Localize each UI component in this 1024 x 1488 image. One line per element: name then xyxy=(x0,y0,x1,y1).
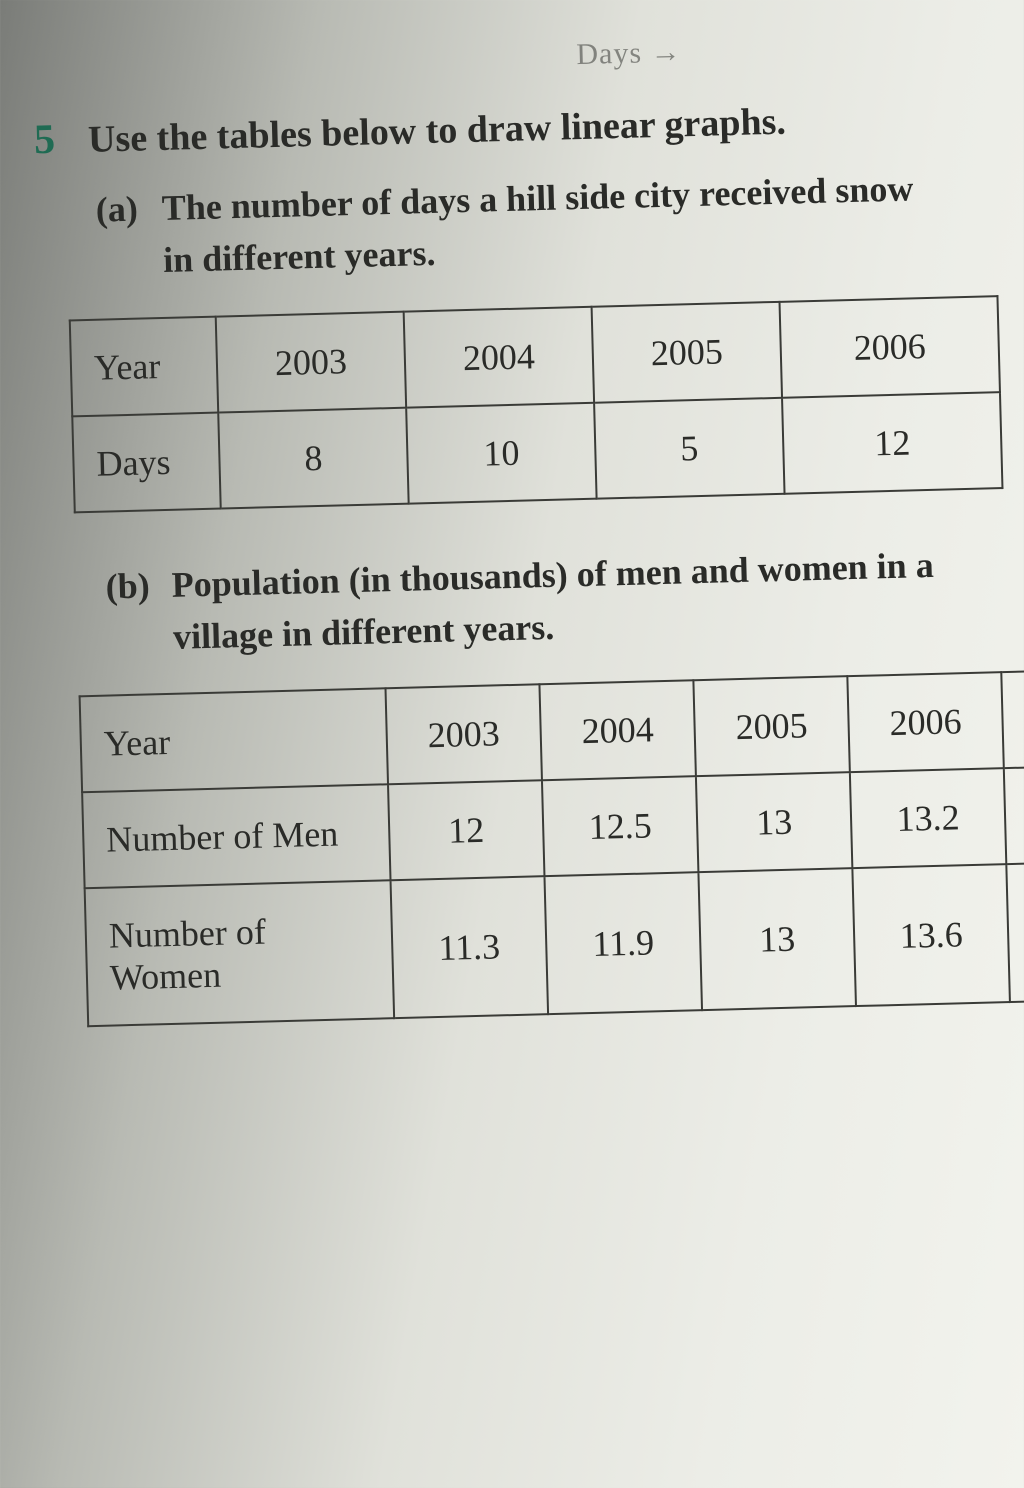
question-text: Use the tables below to draw linear grap… xyxy=(87,97,786,167)
cell: Year xyxy=(70,316,218,416)
cell: 13 xyxy=(696,772,852,872)
cell: 13.5 xyxy=(1004,764,1024,864)
cell: 2003 xyxy=(385,684,541,784)
part-a: (a) The number of days a hill side city … xyxy=(95,162,951,289)
cell: 2005 xyxy=(693,676,849,776)
part-b-text: Population (in thousands) of men and wom… xyxy=(171,538,961,663)
cell: Year xyxy=(80,688,388,792)
table-a: Year 2003 2004 2005 2006 Days 8 10 5 12 xyxy=(69,295,1004,513)
cell: 5 xyxy=(594,397,784,498)
table-b: Year 2003 2004 2005 2006 2007 Number of … xyxy=(79,667,1024,1027)
cell: 13.6 xyxy=(852,864,1010,1006)
part-b: (b) Population (in thousands) of men and… xyxy=(105,538,961,665)
cell: 10 xyxy=(406,402,596,503)
cell: 11.3 xyxy=(391,876,549,1018)
cell: 2006 xyxy=(847,672,1003,772)
part-b-label: (b) xyxy=(105,564,162,607)
question-line: 5 Use the tables below to draw linear gr… xyxy=(33,92,948,167)
part-a-text: The number of days a hill side city rece… xyxy=(161,162,951,287)
cell: 2007 xyxy=(1001,668,1024,768)
cell: 12 xyxy=(388,780,544,880)
cell: 12.8 xyxy=(1006,860,1024,1002)
cell: 11.9 xyxy=(544,872,702,1014)
cell: 2004 xyxy=(404,306,594,407)
cell: 2003 xyxy=(216,311,406,412)
part-a-label: (a) xyxy=(95,188,152,231)
cell: 2006 xyxy=(780,296,1000,398)
cell: 13.2 xyxy=(850,768,1006,868)
page-content: Days → 5 Use the tables below to draw li… xyxy=(0,0,1024,1488)
cell: 8 xyxy=(218,407,408,508)
cell: Number of Women xyxy=(85,880,395,1026)
cell: 12.5 xyxy=(542,776,698,876)
question-number: 5 xyxy=(33,115,70,164)
cell: 13 xyxy=(698,868,856,1010)
table-row: Number of Women 11.3 11.9 13 13.6 12.8 xyxy=(85,860,1024,1026)
cell: 2005 xyxy=(592,302,782,403)
cell: Days xyxy=(72,412,220,512)
cell: 12 xyxy=(782,392,1002,494)
cell: Number of Men xyxy=(82,784,390,888)
cell: 2004 xyxy=(539,680,695,780)
cut-off-top-text: Days → xyxy=(312,28,947,79)
